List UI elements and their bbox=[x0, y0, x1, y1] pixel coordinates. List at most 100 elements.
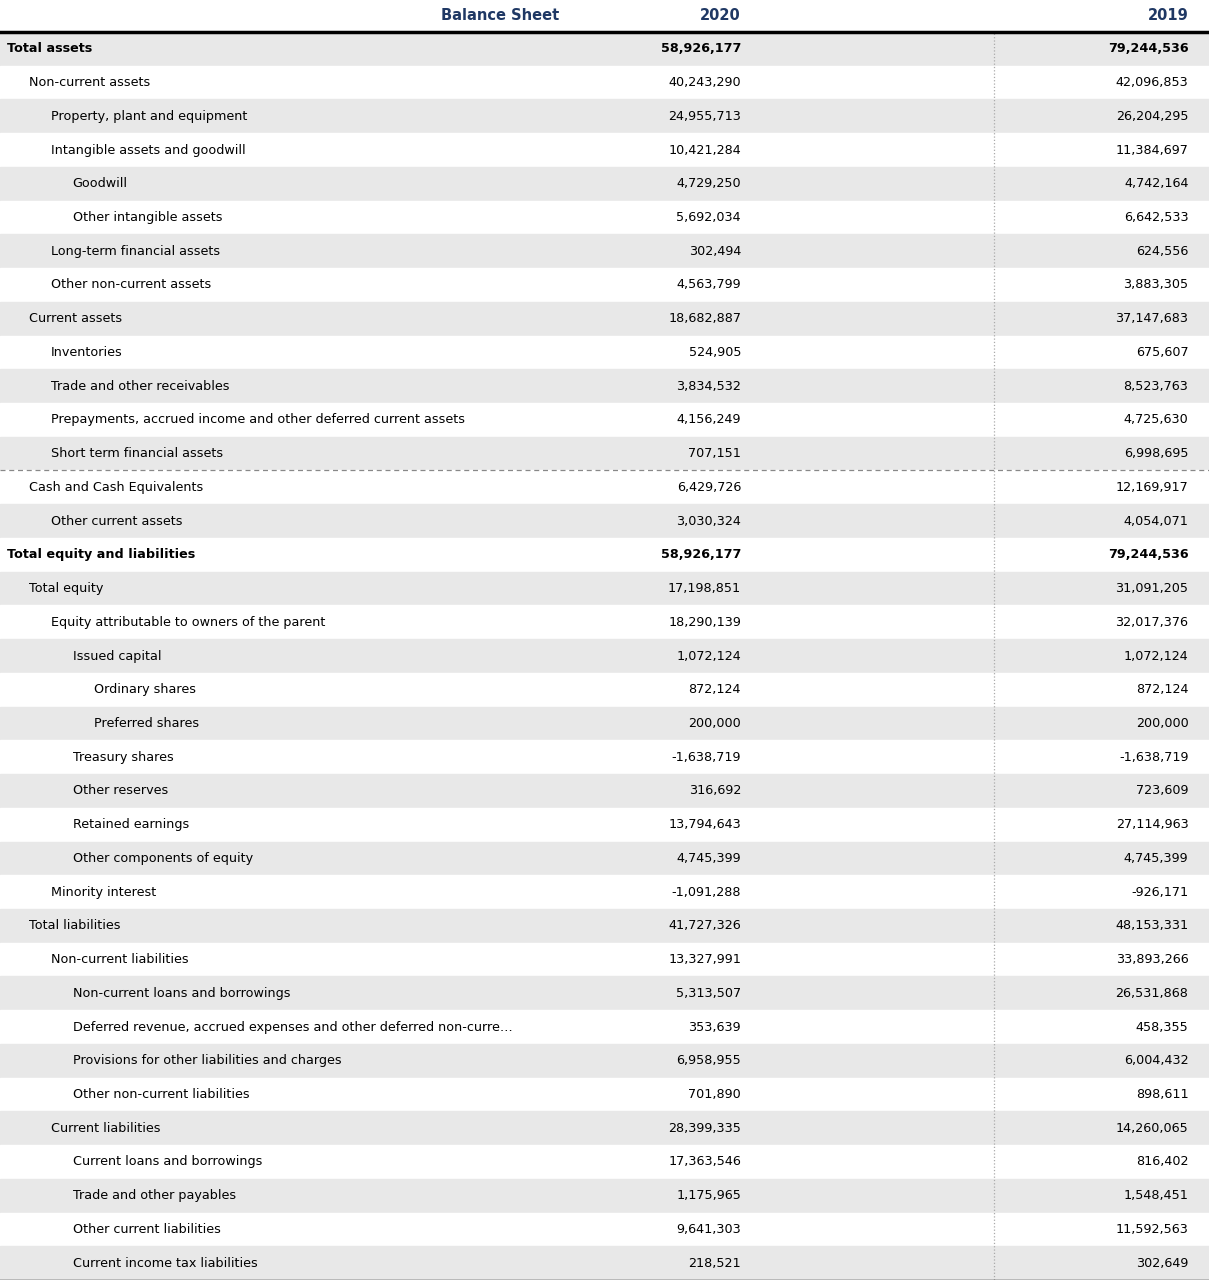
Text: 218,521: 218,521 bbox=[688, 1257, 741, 1270]
Text: Other current liabilities: Other current liabilities bbox=[73, 1222, 220, 1236]
Text: 12,169,917: 12,169,917 bbox=[1116, 481, 1188, 494]
Text: 1,548,451: 1,548,451 bbox=[1123, 1189, 1188, 1202]
Text: Other components of equity: Other components of equity bbox=[73, 852, 253, 865]
Text: 4,745,399: 4,745,399 bbox=[1124, 852, 1188, 865]
Text: 37,147,683: 37,147,683 bbox=[1116, 312, 1188, 325]
Bar bbox=[0, 841, 1209, 876]
Text: 4,563,799: 4,563,799 bbox=[677, 279, 741, 292]
Bar bbox=[0, 707, 1209, 740]
Text: 2019: 2019 bbox=[1147, 9, 1188, 23]
Text: -1,638,719: -1,638,719 bbox=[672, 750, 741, 764]
Text: 42,096,853: 42,096,853 bbox=[1116, 76, 1188, 90]
Bar bbox=[0, 234, 1209, 268]
Text: Prepayments, accrued income and other deferred current assets: Prepayments, accrued income and other de… bbox=[51, 413, 464, 426]
Text: 1,072,124: 1,072,124 bbox=[676, 649, 741, 663]
Text: Total equity: Total equity bbox=[29, 582, 104, 595]
Bar bbox=[0, 876, 1209, 909]
Text: Other reserves: Other reserves bbox=[73, 785, 168, 797]
Text: 200,000: 200,000 bbox=[1135, 717, 1188, 730]
Text: Current assets: Current assets bbox=[29, 312, 122, 325]
Bar bbox=[0, 808, 1209, 841]
Bar bbox=[0, 1010, 1209, 1044]
Bar bbox=[0, 1179, 1209, 1212]
Text: 10,421,284: 10,421,284 bbox=[669, 143, 741, 156]
Bar bbox=[0, 1146, 1209, 1179]
Text: Total liabilities: Total liabilities bbox=[29, 919, 121, 932]
Text: 79,244,536: 79,244,536 bbox=[1107, 42, 1188, 55]
Bar bbox=[0, 166, 1209, 201]
Text: 8,523,763: 8,523,763 bbox=[1123, 380, 1188, 393]
Text: 302,494: 302,494 bbox=[689, 244, 741, 257]
Text: 302,649: 302,649 bbox=[1136, 1257, 1188, 1270]
Text: 79,244,536: 79,244,536 bbox=[1107, 548, 1188, 562]
Text: 6,004,432: 6,004,432 bbox=[1124, 1055, 1188, 1068]
Text: 13,327,991: 13,327,991 bbox=[669, 954, 741, 966]
Bar bbox=[0, 977, 1209, 1010]
Text: Deferred revenue, accrued expenses and other deferred non-curre…: Deferred revenue, accrued expenses and o… bbox=[73, 1020, 513, 1033]
Text: 17,198,851: 17,198,851 bbox=[669, 582, 741, 595]
Text: Cash and Cash Equivalents: Cash and Cash Equivalents bbox=[29, 481, 203, 494]
Text: 701,890: 701,890 bbox=[688, 1088, 741, 1101]
Text: 14,260,065: 14,260,065 bbox=[1116, 1121, 1188, 1134]
Text: 5,692,034: 5,692,034 bbox=[677, 211, 741, 224]
Text: Minority interest: Minority interest bbox=[51, 886, 156, 899]
Bar bbox=[0, 32, 1209, 65]
Text: 2020: 2020 bbox=[700, 9, 741, 23]
Text: 816,402: 816,402 bbox=[1136, 1156, 1188, 1169]
Text: 17,363,546: 17,363,546 bbox=[669, 1156, 741, 1169]
Text: 4,156,249: 4,156,249 bbox=[677, 413, 741, 426]
Text: -1,091,288: -1,091,288 bbox=[672, 886, 741, 899]
Text: 33,893,266: 33,893,266 bbox=[1116, 954, 1188, 966]
Text: 6,958,955: 6,958,955 bbox=[676, 1055, 741, 1068]
Text: 28,399,335: 28,399,335 bbox=[669, 1121, 741, 1134]
Text: 31,091,205: 31,091,205 bbox=[1116, 582, 1188, 595]
Text: 6,429,726: 6,429,726 bbox=[677, 481, 741, 494]
Text: 316,692: 316,692 bbox=[689, 785, 741, 797]
Text: 3,030,324: 3,030,324 bbox=[676, 515, 741, 527]
Text: Trade and other receivables: Trade and other receivables bbox=[51, 380, 230, 393]
Text: Goodwill: Goodwill bbox=[73, 178, 127, 191]
Bar bbox=[0, 774, 1209, 808]
Text: Non-current loans and borrowings: Non-current loans and borrowings bbox=[73, 987, 290, 1000]
Text: 4,725,630: 4,725,630 bbox=[1123, 413, 1188, 426]
Bar bbox=[0, 572, 1209, 605]
Text: Retained earnings: Retained earnings bbox=[73, 818, 189, 831]
Text: Property, plant and equipment: Property, plant and equipment bbox=[51, 110, 247, 123]
Text: 353,639: 353,639 bbox=[688, 1020, 741, 1033]
Text: 675,607: 675,607 bbox=[1135, 346, 1188, 358]
Text: Short term financial assets: Short term financial assets bbox=[51, 447, 222, 460]
Text: Trade and other payables: Trade and other payables bbox=[73, 1189, 236, 1202]
Bar bbox=[0, 1078, 1209, 1111]
Bar bbox=[0, 1212, 1209, 1247]
Bar bbox=[0, 471, 1209, 504]
Text: 707,151: 707,151 bbox=[688, 447, 741, 460]
Text: Provisions for other liabilities and charges: Provisions for other liabilities and cha… bbox=[73, 1055, 341, 1068]
Text: 11,592,563: 11,592,563 bbox=[1116, 1222, 1188, 1236]
Text: 24,955,713: 24,955,713 bbox=[669, 110, 741, 123]
Bar bbox=[0, 201, 1209, 234]
Text: Current liabilities: Current liabilities bbox=[51, 1121, 161, 1134]
Bar bbox=[0, 133, 1209, 166]
Bar bbox=[0, 370, 1209, 403]
Bar bbox=[0, 740, 1209, 774]
Bar bbox=[0, 1111, 1209, 1146]
Text: 32,017,376: 32,017,376 bbox=[1116, 616, 1188, 628]
Bar bbox=[0, 504, 1209, 538]
Text: Issued capital: Issued capital bbox=[73, 649, 161, 663]
Text: 26,204,295: 26,204,295 bbox=[1116, 110, 1188, 123]
Bar bbox=[0, 605, 1209, 639]
Text: Ordinary shares: Ordinary shares bbox=[94, 684, 196, 696]
Text: Treasury shares: Treasury shares bbox=[73, 750, 173, 764]
Text: Non-current assets: Non-current assets bbox=[29, 76, 150, 90]
Bar bbox=[0, 0, 1209, 32]
Bar bbox=[0, 1247, 1209, 1280]
Text: Current loans and borrowings: Current loans and borrowings bbox=[73, 1156, 262, 1169]
Text: 6,998,695: 6,998,695 bbox=[1124, 447, 1188, 460]
Bar bbox=[0, 436, 1209, 471]
Bar bbox=[0, 403, 1209, 436]
Text: 200,000: 200,000 bbox=[688, 717, 741, 730]
Text: 13,794,643: 13,794,643 bbox=[669, 818, 741, 831]
Bar bbox=[0, 268, 1209, 302]
Text: 898,611: 898,611 bbox=[1135, 1088, 1188, 1101]
Text: -926,171: -926,171 bbox=[1132, 886, 1188, 899]
